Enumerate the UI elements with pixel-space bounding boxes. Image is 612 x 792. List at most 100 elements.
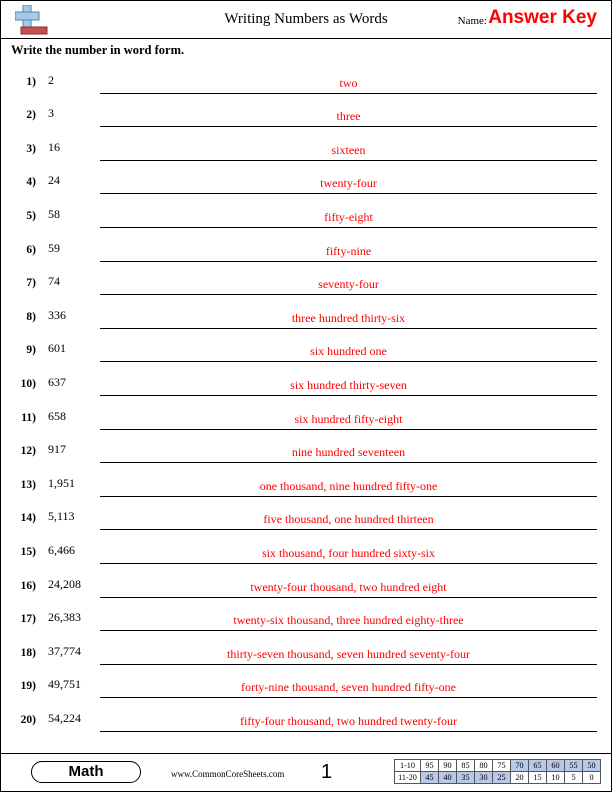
problem-row: 18)37,774thirty-seven thousand, seven hu…: [7, 631, 601, 665]
problem-row: 12)917nine hundred seventeen: [7, 430, 601, 464]
problem-row: 11)658six hundred fifty-eight: [7, 396, 601, 430]
problem-row: 1)2two: [7, 60, 601, 94]
problem-question: 24: [40, 173, 100, 194]
problem-number: 9): [7, 344, 40, 362]
problem-answer: three: [100, 109, 597, 127]
problem-question: 3: [40, 106, 100, 127]
site-url: www.CommonCoreSheets.com: [171, 769, 284, 779]
problem-question: 917: [40, 442, 100, 463]
score-row-label: 1-10: [395, 760, 421, 772]
footer: Math www.CommonCoreSheets.com 1 1-109590…: [1, 753, 611, 791]
problem-question: 26,383: [40, 610, 100, 631]
problem-row: 16)24,208twenty-four thousand, two hundr…: [7, 564, 601, 598]
problem-answer: one thousand, nine hundred fifty-one: [100, 479, 597, 497]
score-cell: 20: [511, 772, 529, 784]
problem-question: 24,208: [40, 577, 100, 598]
page-number: 1: [321, 761, 332, 784]
problem-answer: six thousand, four hundred sixty-six: [100, 546, 597, 564]
problem-number: 2): [7, 109, 40, 127]
problem-answer: twenty-four: [100, 176, 597, 194]
problem-answer: fifty-eight: [100, 210, 597, 228]
problem-question: 59: [40, 241, 100, 262]
problem-question: 1,951: [40, 476, 100, 497]
problem-question: 37,774: [40, 644, 100, 665]
problem-answer: six hundred fifty-eight: [100, 412, 597, 430]
problem-row: 15)6,466six thousand, four hundred sixty…: [7, 530, 601, 564]
problem-answer: five thousand, one hundred thirteen: [100, 512, 597, 530]
score-cell: 30: [475, 772, 493, 784]
problem-question: 658: [40, 409, 100, 430]
problem-row: 14)5,113five thousand, one hundred thirt…: [7, 497, 601, 531]
problem-row: 3)16sixteen: [7, 127, 601, 161]
problem-question: 336: [40, 308, 100, 329]
problem-answer: twenty-six thousand, three hundred eight…: [100, 613, 597, 631]
score-cell: 90: [439, 760, 457, 772]
score-cell: 60: [547, 760, 565, 772]
problem-question: 74: [40, 274, 100, 295]
score-cell: 85: [457, 760, 475, 772]
score-cell: 80: [475, 760, 493, 772]
problem-answer: three hundred thirty-six: [100, 311, 597, 329]
problem-row: 6)59fifty-nine: [7, 228, 601, 262]
problem-row: 2)3three: [7, 94, 601, 128]
problem-number: 4): [7, 176, 40, 194]
score-cell: 55: [565, 760, 583, 772]
problem-answer: seventy-four: [100, 277, 597, 295]
problem-row: 17)26,383twenty-six thousand, three hund…: [7, 598, 601, 632]
problem-number: 7): [7, 277, 40, 295]
problem-answer: forty-nine thousand, seven hundred fifty…: [100, 680, 597, 698]
problem-row: 5)58fifty-eight: [7, 194, 601, 228]
score-row-label: 11-20: [395, 772, 421, 784]
score-cell: 45: [421, 772, 439, 784]
problem-number: 5): [7, 210, 40, 228]
score-cell: 5: [565, 772, 583, 784]
name-label: Name:: [458, 15, 487, 27]
score-cell: 35: [457, 772, 475, 784]
problem-number: 20): [7, 714, 40, 732]
problem-number: 8): [7, 311, 40, 329]
problem-question: 2: [40, 73, 100, 94]
score-cell: 70: [511, 760, 529, 772]
score-cell: 15: [529, 772, 547, 784]
problem-question: 601: [40, 341, 100, 362]
problem-row: 9)601six hundred one: [7, 329, 601, 363]
problem-answer: sixteen: [100, 143, 597, 161]
score-cell: 50: [583, 760, 601, 772]
problem-row: 20)54,224fifty-four thousand, two hundre…: [7, 698, 601, 732]
instruction-text: Write the number in word form.: [1, 39, 611, 58]
header: Writing Numbers as Words Name: Answer Ke…: [1, 1, 611, 39]
problem-number: 11): [7, 412, 40, 430]
score-cell: 95: [421, 760, 439, 772]
problem-row: 13)1,951one thousand, nine hundred fifty…: [7, 463, 601, 497]
problem-answer: thirty-seven thousand, seven hundred sev…: [100, 647, 597, 665]
score-cell: 10: [547, 772, 565, 784]
problem-number: 17): [7, 613, 40, 631]
score-cell: 40: [439, 772, 457, 784]
subject-badge: Math: [31, 761, 141, 783]
answer-key-label: Answer Key: [488, 7, 597, 29]
problem-question: 49,751: [40, 677, 100, 698]
problem-number: 3): [7, 143, 40, 161]
problem-number: 13): [7, 479, 40, 497]
problem-number: 1): [7, 76, 40, 94]
problem-question: 16: [40, 140, 100, 161]
problem-answer: six hundred one: [100, 344, 597, 362]
problem-question: 5,113: [40, 509, 100, 530]
score-cell: 75: [493, 760, 511, 772]
problem-row: 4)24twenty-four: [7, 161, 601, 195]
problem-number: 15): [7, 546, 40, 564]
problem-number: 14): [7, 512, 40, 530]
problem-number: 12): [7, 445, 40, 463]
score-cell: 0: [583, 772, 601, 784]
problem-question: 6,466: [40, 543, 100, 564]
problem-question: 637: [40, 375, 100, 396]
problem-number: 6): [7, 244, 40, 262]
problem-answer: fifty-nine: [100, 244, 597, 262]
problem-number: 19): [7, 680, 40, 698]
score-cell: 25: [493, 772, 511, 784]
problem-number: 16): [7, 580, 40, 598]
problem-answer: twenty-four thousand, two hundred eight: [100, 580, 597, 598]
problem-number: 18): [7, 647, 40, 665]
problem-answer: two: [100, 76, 597, 94]
problem-answer: six hundred thirty-seven: [100, 378, 597, 396]
